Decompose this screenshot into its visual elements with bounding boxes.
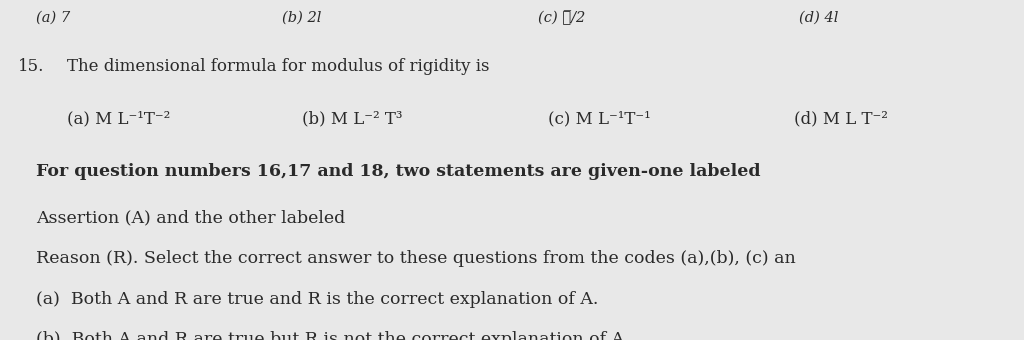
Text: (c) M L⁻¹T⁻¹: (c) M L⁻¹T⁻¹: [548, 110, 650, 128]
Text: (a) 7: (a) 7: [36, 10, 70, 24]
Text: (b) 2l: (b) 2l: [282, 10, 321, 24]
Text: (b) M L⁻² T³: (b) M L⁻² T³: [302, 110, 402, 128]
Text: For question numbers 16,17 and 18, two statements are given-one labeled: For question numbers 16,17 and 18, two s…: [36, 163, 761, 180]
Text: (d) M L T⁻²: (d) M L T⁻²: [794, 110, 888, 128]
Text: The dimensional formula for modulus of rigidity is: The dimensional formula for modulus of r…: [67, 58, 489, 75]
Text: 15.: 15.: [18, 58, 45, 75]
Text: (a) M L⁻¹T⁻²: (a) M L⁻¹T⁻²: [67, 110, 170, 128]
Text: (b)  Both A and R are true but R is not the correct explanation of A.: (b) Both A and R are true but R is not t…: [36, 332, 630, 340]
Text: (d) 4l: (d) 4l: [799, 10, 838, 24]
Text: Assertion (A) and the other labeled: Assertion (A) and the other labeled: [36, 209, 345, 226]
Text: (a)  Both A and R are true and R is the correct explanation of A.: (a) Both A and R are true and R is the c…: [36, 291, 598, 308]
Text: (c) ℓ̅/2: (c) ℓ̅/2: [538, 10, 585, 25]
Text: Reason (R). Select the correct answer to these questions from the codes (a),(b),: Reason (R). Select the correct answer to…: [36, 250, 796, 267]
